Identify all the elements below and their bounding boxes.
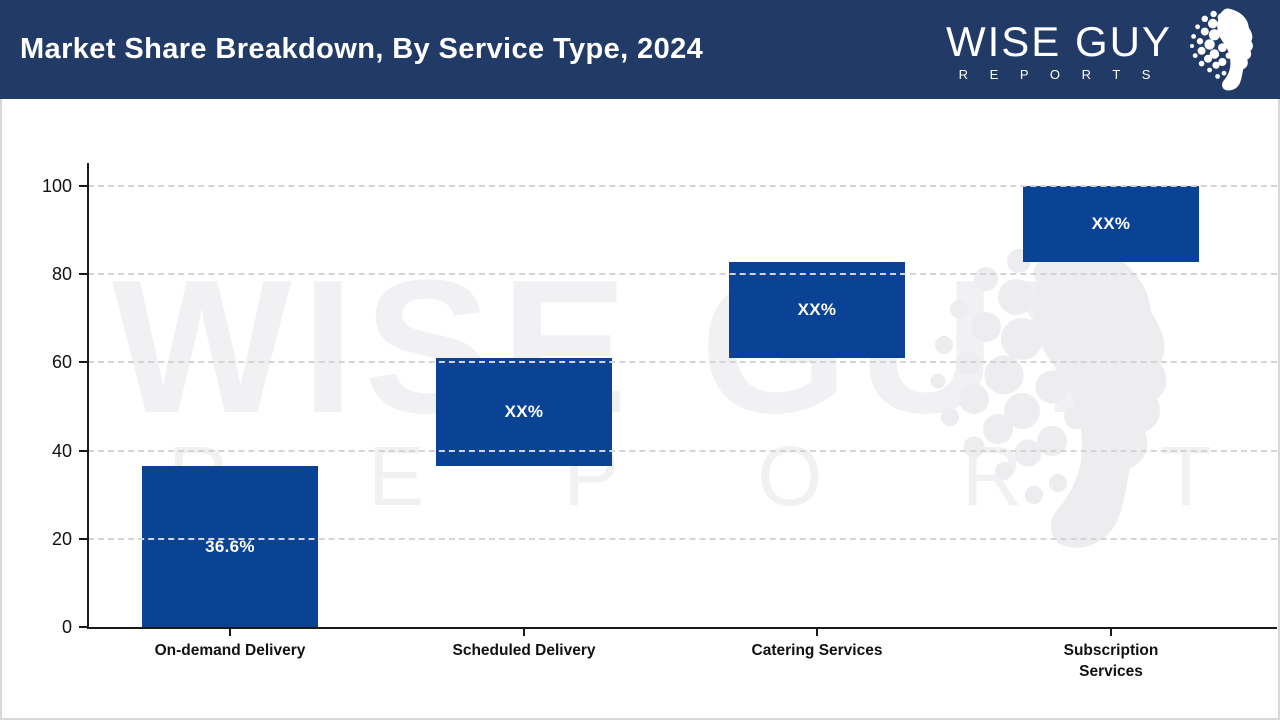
bar-on-demand-delivery: 36.6% bbox=[142, 466, 318, 627]
frame-border-right bbox=[1278, 99, 1280, 720]
x-tick bbox=[1110, 629, 1112, 636]
y-tick-label: 60 bbox=[51, 352, 72, 372]
frame-border-bottom bbox=[0, 718, 1280, 720]
x-category-label: Catering Services bbox=[751, 642, 883, 659]
watermark-dotted-head-icon bbox=[878, 212, 1208, 580]
header-bar: Market Share Breakdown, By Service Type,… bbox=[0, 0, 1280, 99]
bar-catering-services: XX% bbox=[729, 262, 905, 358]
logo-reports-text: R E P O R T S bbox=[958, 66, 1160, 82]
y-tick bbox=[79, 273, 87, 275]
x-axis-line bbox=[87, 627, 1277, 629]
y-tick bbox=[79, 538, 87, 540]
y-tick-label: 100 bbox=[41, 176, 72, 196]
x-tick bbox=[523, 629, 525, 636]
gridline-20 bbox=[88, 538, 1277, 540]
chart-title: Market Share Breakdown, By Service Type,… bbox=[20, 33, 704, 65]
x-category-label: Scheduled Delivery bbox=[452, 642, 596, 659]
watermark-reports-text: R E P O R T S bbox=[168, 429, 1280, 523]
x-tick bbox=[229, 629, 231, 636]
logo-text-block: WISE GUY R E P O R T S bbox=[945, 17, 1172, 82]
y-tick bbox=[79, 361, 87, 363]
bar-value-label: 36.6% bbox=[205, 536, 255, 556]
y-tick-label: 80 bbox=[51, 264, 72, 284]
x-category-label: Subscription Services bbox=[1063, 642, 1159, 680]
x-category-label: On-demand Delivery bbox=[154, 642, 306, 659]
logo-dotted-head-icon bbox=[1174, 6, 1266, 94]
bar-value-label: XX% bbox=[797, 300, 837, 319]
y-tick-label: 20 bbox=[51, 529, 72, 549]
y-tick bbox=[79, 185, 87, 187]
y-tick bbox=[79, 450, 87, 452]
gridline-100 bbox=[88, 185, 1277, 187]
bar-value-label: XX% bbox=[504, 402, 544, 421]
wise-guy-logo: WISE GUY R E P O R T S bbox=[946, 6, 1266, 94]
bar-scheduled-delivery: XX% bbox=[436, 358, 612, 466]
bar-subscription-services: XX% bbox=[1023, 186, 1199, 262]
y-tick-label: 40 bbox=[51, 441, 72, 461]
frame-border-left bbox=[0, 99, 2, 720]
watermark-wordmark: WISE GUY bbox=[112, 241, 1143, 453]
gridline-40 bbox=[88, 450, 1277, 452]
y-tick-label: 0 bbox=[61, 617, 72, 637]
gridline-80 bbox=[88, 273, 1277, 275]
x-tick bbox=[816, 629, 818, 636]
bar-value-label: XX% bbox=[1091, 214, 1131, 233]
y-tick bbox=[79, 626, 87, 628]
y-axis-line bbox=[87, 163, 89, 629]
logo-wordmark: WISE GUY bbox=[945, 17, 1172, 65]
gridline-60 bbox=[88, 361, 1277, 363]
